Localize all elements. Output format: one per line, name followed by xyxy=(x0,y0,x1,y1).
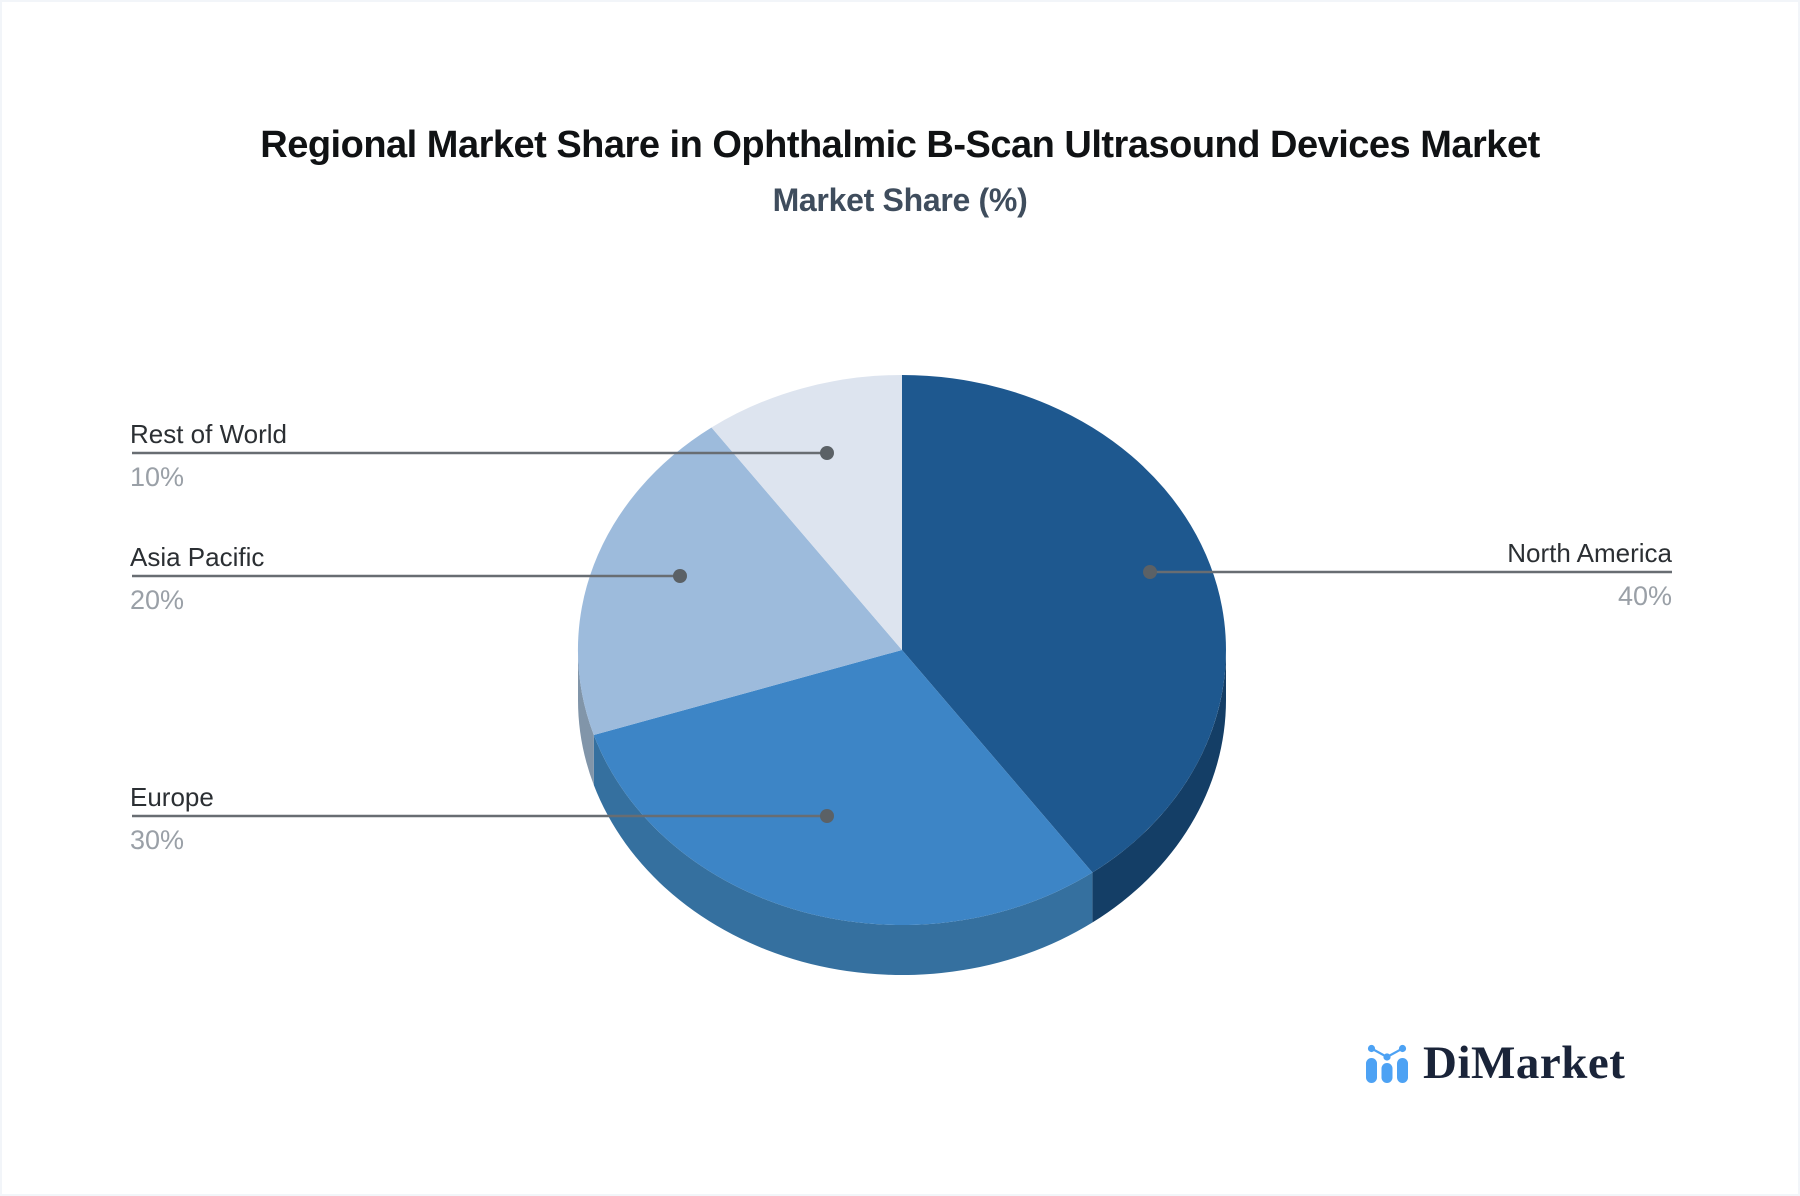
pie-slice-europe[interactable] xyxy=(593,650,1093,926)
bar-chart-logo-icon xyxy=(1366,1044,1408,1084)
leader-dot-north-america xyxy=(1143,565,1157,579)
leader-dot-rest-of-world xyxy=(820,446,834,460)
pie-side-north-america xyxy=(1092,650,1226,923)
chart-title: Regional Market Share in Ophthalmic B-Sc… xyxy=(260,124,1540,166)
chart-subtitle: Market Share (%) xyxy=(772,182,1028,218)
slice-percent-rest-of-world: 10% xyxy=(130,462,185,492)
slice-label-asia-pacific: Asia Pacific xyxy=(130,542,265,572)
slice-percent-north-america: 40% xyxy=(1617,581,1672,611)
leader-dot-europe xyxy=(820,809,834,823)
leader-dot-asia-pacific xyxy=(673,569,687,583)
dimarket-logo: DiMarket xyxy=(1363,1037,1626,1089)
slice-label-rest-of-world: Rest of World xyxy=(130,419,288,449)
pie-slice-asia-pacific[interactable] xyxy=(577,427,902,736)
slice-percent-europe: 30% xyxy=(130,825,185,855)
pie-slice-rest-of-world[interactable] xyxy=(711,375,903,650)
slice-label-north-america: North America xyxy=(1507,538,1672,568)
pie-slice-north-america[interactable] xyxy=(902,375,1226,873)
pie-side-asia-pacific xyxy=(577,650,594,785)
slice-percent-asia-pacific: 20% xyxy=(130,585,185,615)
logo-text: DiMarket xyxy=(1423,1037,1626,1089)
pie-side-europe xyxy=(593,735,1093,976)
slice-label-europe: Europe xyxy=(130,782,214,812)
